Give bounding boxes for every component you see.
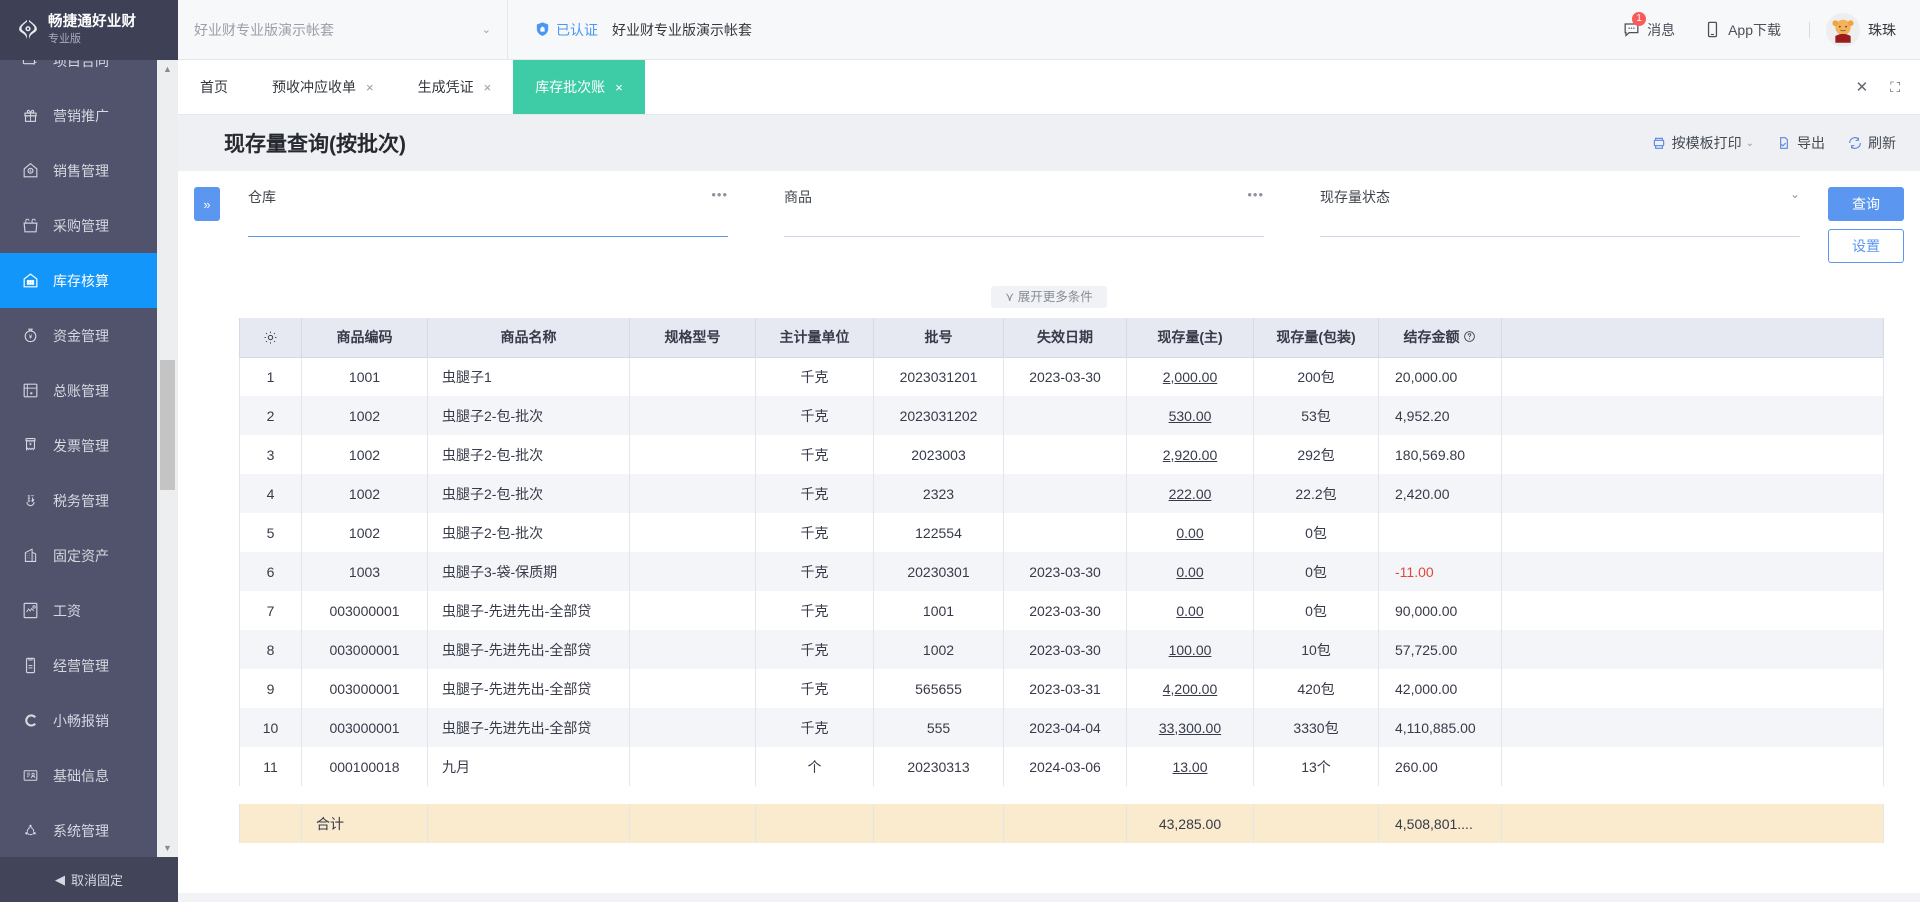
- svg-text:¥: ¥: [29, 442, 32, 448]
- svg-text:¥: ¥: [29, 335, 33, 341]
- svg-text:$: $: [30, 169, 32, 173]
